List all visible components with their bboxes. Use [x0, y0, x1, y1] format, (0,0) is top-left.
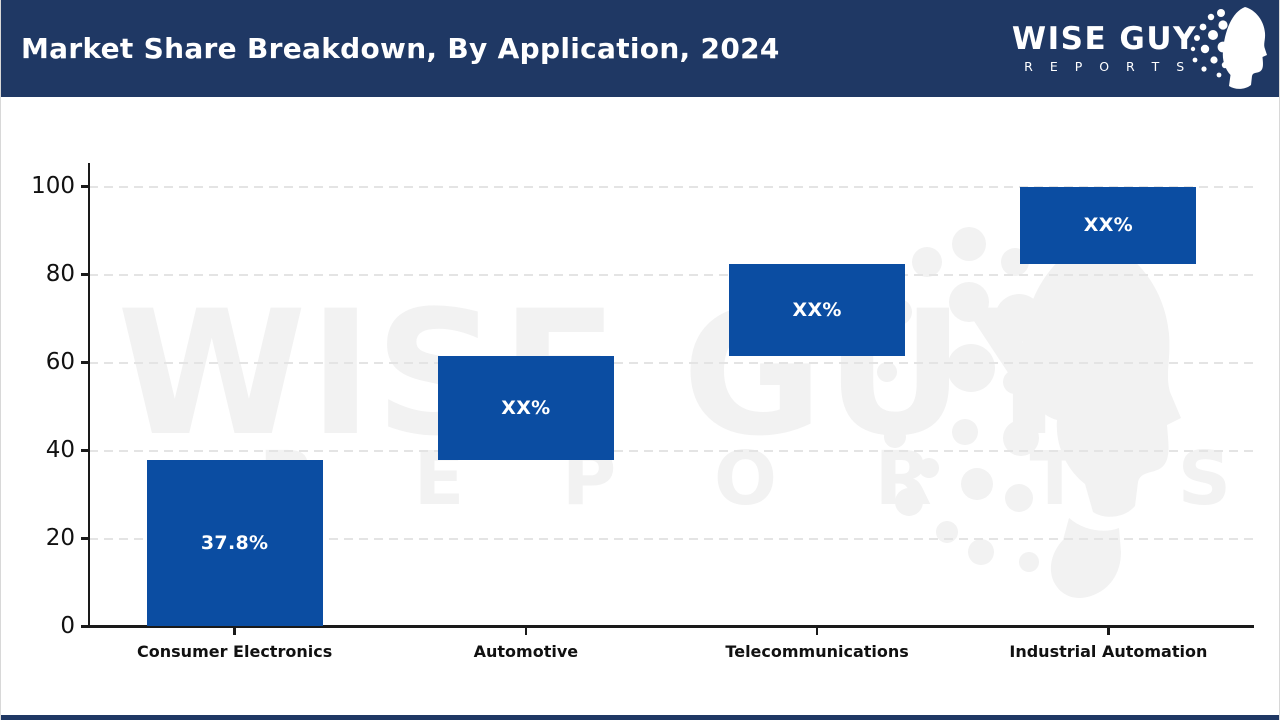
brand-logo-text: WISE GUY R E P O R T S — [1011, 20, 1197, 74]
bar-consumer-electronics: 37.8% — [146, 460, 323, 627]
y-tick-label: 40 — [45, 436, 75, 463]
watermark-head-icon — [877, 227, 1181, 599]
y-tick-label: 80 — [45, 260, 75, 287]
y-tick-label: 20 — [45, 524, 75, 551]
gridline-80 — [89, 273, 1254, 276]
gridline-20 — [89, 537, 1254, 540]
x-axis-tick — [1107, 627, 1110, 635]
chart-title: Market Share Breakdown, By Application, … — [21, 32, 780, 65]
brand-logo-name: WISE GUY — [1011, 20, 1197, 57]
gridline-40 — [89, 449, 1254, 452]
brand-logo-subtitle: R E P O R T S — [1024, 58, 1191, 74]
x-axis-tick — [524, 627, 528, 635]
x-axis-label-automotive: Automotive — [473, 641, 579, 661]
y-axis-tick — [81, 537, 89, 540]
header-bar: Market Share Breakdown, By Application, … — [1, 0, 1279, 97]
x-axis-label-telecommunications: Telecommunications — [725, 641, 909, 661]
y-axis-tick — [81, 273, 89, 276]
gridline-60 — [89, 361, 1254, 364]
x-axis-tick — [815, 627, 819, 635]
y-tick-label: 0 — [60, 612, 75, 639]
bar-value-label: XX% — [792, 298, 842, 321]
bar-automotive: XX% — [437, 355, 614, 461]
y-tick-label: 100 — [31, 172, 75, 199]
y-axis-line — [87, 163, 91, 628]
y-axis-tick — [81, 449, 89, 452]
y-axis-tick — [81, 185, 89, 188]
bar-value-label: XX% — [501, 397, 551, 420]
bar-telecommunications: XX% — [729, 263, 906, 356]
brand-logo: WISE GUY R E P O R T S — [1012, 5, 1267, 93]
x-axis-label-consumer-electronics: Consumer Electronics — [137, 641, 333, 661]
x-axis-line — [89, 625, 1254, 628]
y-tick-label: 60 — [45, 348, 75, 375]
bar-industrial-automation: XX% — [1020, 186, 1197, 264]
x-axis-tick — [233, 627, 236, 635]
y-axis-tick — [81, 625, 89, 628]
brand-head-icon — [1190, 6, 1267, 89]
gridline-100 — [89, 185, 1254, 188]
bar-value-label: XX% — [1083, 214, 1133, 236]
bar-value-label: 37.8% — [200, 532, 269, 555]
x-axis-label-industrial-automation: Industrial Automation — [1009, 641, 1208, 661]
y-axis-tick — [81, 361, 89, 364]
footer-bar — [1, 715, 1279, 720]
